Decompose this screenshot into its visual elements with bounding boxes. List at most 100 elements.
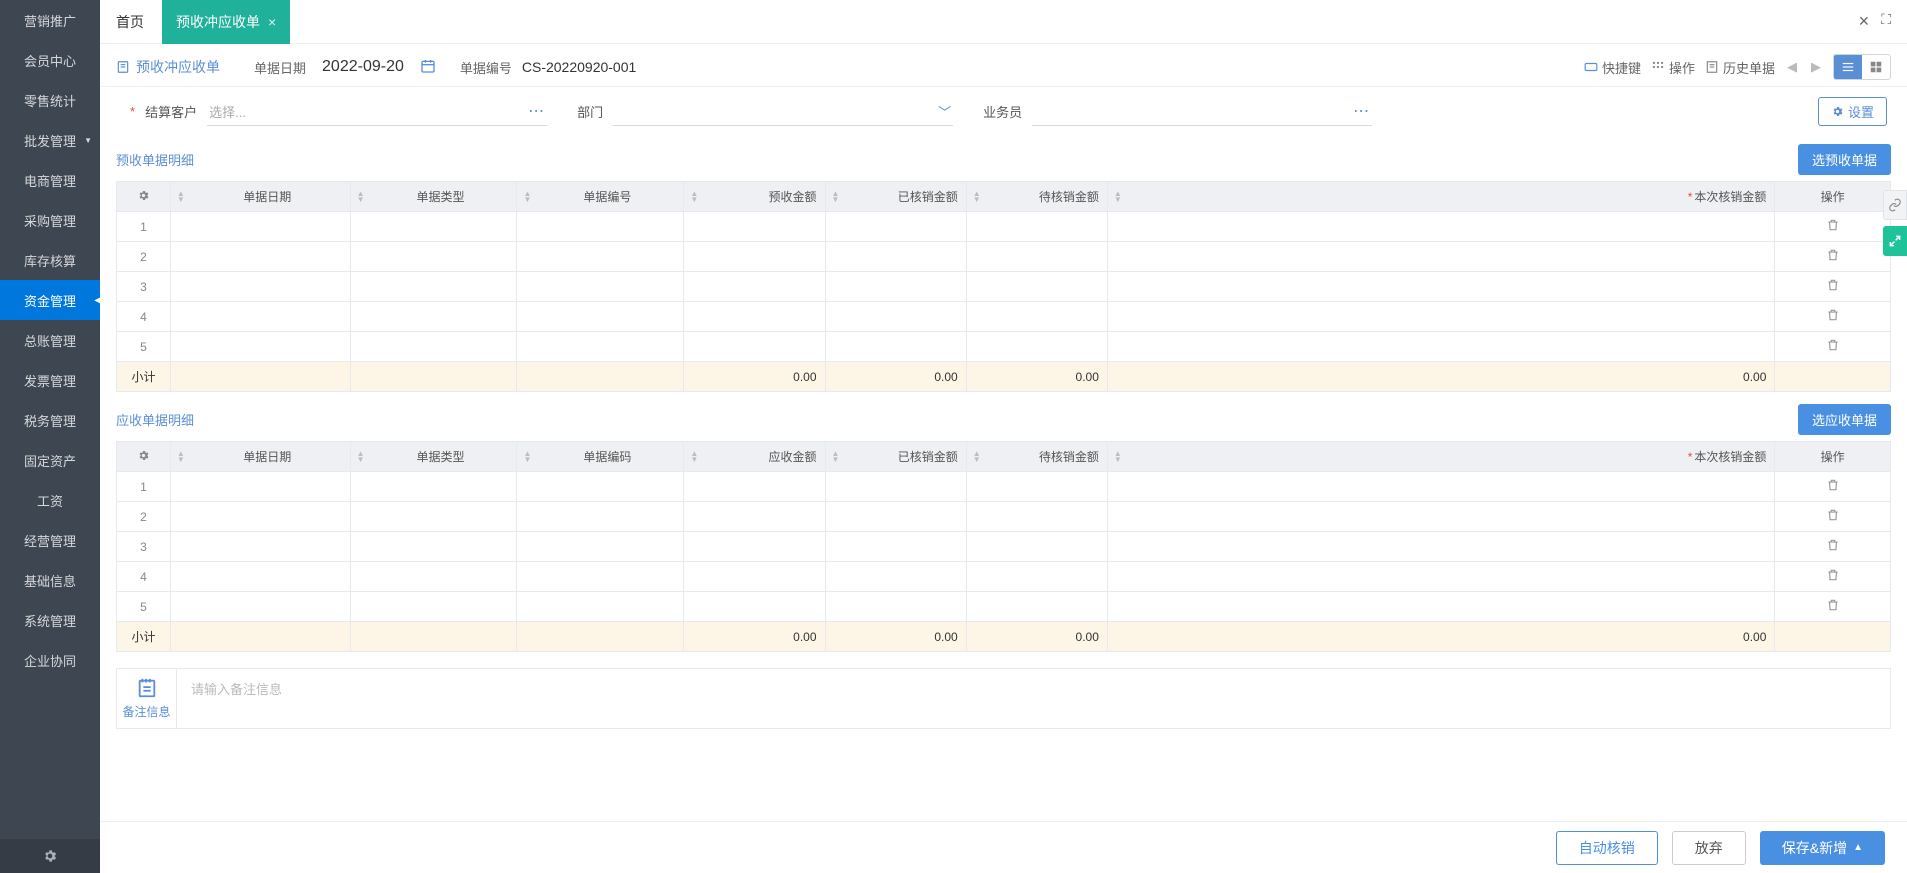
sidebar-item-invoice[interactable]: 发票管理 [0, 360, 100, 400]
sidebar-item-business[interactable]: 经营管理 [0, 520, 100, 560]
next-doc-icon[interactable]: ▶ [1809, 59, 1823, 75]
sidebar-item-retail-stats[interactable]: 零售统计 [0, 80, 100, 120]
table-row[interactable]: 1 [117, 212, 1891, 242]
auto-writeoff-button[interactable]: 自动核销 [1556, 831, 1658, 865]
col-prepay-amt[interactable]: ▲▼预收金额 [684, 182, 825, 212]
delete-icon[interactable] [1826, 338, 1840, 352]
table-row[interactable]: 3 [117, 272, 1891, 302]
sidebar-item-collab[interactable]: 企业协同 [0, 640, 100, 680]
col-date[interactable]: ▲▼单据日期 [170, 182, 350, 212]
col-written-amt[interactable]: ▲▼已核销金额 [825, 182, 966, 212]
col-this-amt[interactable]: ▲▼*本次核销金额 [1107, 442, 1774, 472]
col-no[interactable]: ▲▼单据编码 [517, 442, 684, 472]
subtotal-label: 小计 [117, 362, 171, 392]
customer-more-icon[interactable]: ⋯ [528, 101, 545, 121]
chevron-down-icon[interactable]: ﹀ [938, 102, 951, 121]
col-type[interactable]: ▲▼单据类型 [350, 182, 517, 212]
col-date[interactable]: ▲▼单据日期 [170, 442, 350, 472]
view-list-button[interactable] [1834, 55, 1862, 79]
dept-select[interactable]: ﹀ [613, 98, 953, 126]
history-button[interactable]: 历史单据 [1705, 58, 1775, 77]
table-row[interactable]: 2 [117, 502, 1891, 532]
sidebar-item-fixed-assets[interactable]: 固定资产 [0, 440, 100, 480]
fullscreen-icon[interactable]: ⛶ [1881, 11, 1891, 32]
col-pending-amt[interactable]: ▲▼待核销金额 [966, 182, 1107, 212]
sidebar-item-system[interactable]: 系统管理 [0, 600, 100, 640]
sort-icon: ▲▼ [357, 191, 365, 203]
subtotal-row: 小计 0.00 0.00 0.00 0.00 [117, 362, 1891, 392]
sort-icon: ▲▼ [690, 191, 698, 203]
history-label: 历史单据 [1723, 58, 1775, 77]
table-row[interactable]: 2 [117, 242, 1891, 272]
col-gear[interactable] [117, 182, 171, 212]
sidebar-item-ecommerce[interactable]: 电商管理 [0, 160, 100, 200]
discard-button[interactable]: 放弃 [1672, 831, 1746, 865]
shortcut-button[interactable]: 快捷键 [1584, 58, 1641, 77]
remarks-label: 备注信息 [122, 703, 170, 720]
sidebar-settings[interactable] [0, 839, 100, 873]
delete-icon[interactable] [1826, 278, 1840, 292]
delete-icon[interactable] [1826, 508, 1840, 522]
expand-button[interactable] [1883, 226, 1907, 256]
col-written-amt[interactable]: ▲▼已核销金额 [825, 442, 966, 472]
delete-icon[interactable] [1826, 478, 1840, 492]
sum-amt1: 0.00 [684, 622, 825, 652]
sidebar-item-marketing[interactable]: 营销推广 [0, 0, 100, 40]
ops-button[interactable]: 操作 [1651, 58, 1695, 77]
sidebar-label: 库存核算 [24, 251, 76, 270]
remarks-tab[interactable]: 备注信息 [117, 669, 177, 728]
tab-close-icon[interactable]: × [268, 14, 276, 30]
col-gear[interactable] [117, 442, 171, 472]
tab-home[interactable]: 首页 [116, 12, 144, 32]
customer-placeholder: 选择... [209, 102, 246, 121]
sidebar-item-basic[interactable]: 基础信息 [0, 560, 100, 600]
salesman-more-icon[interactable]: ⋯ [1353, 101, 1370, 121]
table-row[interactable]: 5 [117, 592, 1891, 622]
salesman-label: 业务员 [983, 102, 1022, 121]
table-row[interactable]: 1 [117, 472, 1891, 502]
delete-icon[interactable] [1826, 308, 1840, 322]
delete-icon[interactable] [1826, 218, 1840, 232]
col-pending-amt[interactable]: ▲▼待核销金额 [966, 442, 1107, 472]
table-row[interactable]: 3 [117, 532, 1891, 562]
select-receivable-button[interactable]: 选应收单据 [1798, 404, 1891, 435]
table-row[interactable]: 5 [117, 332, 1891, 362]
customer-select[interactable]: 选择... ⋯ [207, 97, 547, 126]
doc-icon [116, 60, 130, 74]
select-prepay-button[interactable]: 选预收单据 [1798, 144, 1891, 175]
delete-icon[interactable] [1826, 248, 1840, 262]
table-row[interactable]: 4 [117, 562, 1891, 592]
sidebar-label: 会员中心 [24, 51, 76, 70]
tab-active[interactable]: 预收冲应收单 × [162, 0, 290, 44]
sidebar-label: 系统管理 [24, 611, 76, 630]
sidebar-item-finance[interactable]: 资金管理 [0, 280, 100, 320]
calendar-icon[interactable] [420, 58, 436, 77]
remarks-input[interactable] [177, 669, 1890, 728]
delete-icon[interactable] [1826, 568, 1840, 582]
sidebar-item-purchase[interactable]: 采购管理 [0, 200, 100, 240]
date-value[interactable]: 2022-09-20 [316, 58, 410, 76]
prev-doc-icon[interactable]: ◀ [1785, 59, 1799, 75]
table-row[interactable]: 4 [117, 302, 1891, 332]
delete-icon[interactable] [1826, 598, 1840, 612]
sidebar-item-wholesale[interactable]: 批发管理 [0, 120, 100, 160]
settings-button[interactable]: 设置 [1818, 97, 1887, 126]
sidebar-item-inventory[interactable]: 库存核算 [0, 240, 100, 280]
col-no[interactable]: ▲▼单据编号 [517, 182, 684, 212]
save-new-button[interactable]: 保存&新增▲ [1760, 831, 1885, 865]
col-this-amt[interactable]: ▲▼*本次核销金额 [1107, 182, 1774, 212]
sidebar-item-salary[interactable]: 工资 [0, 480, 100, 520]
sidebar-item-tax[interactable]: 税务管理 [0, 400, 100, 440]
view-card-button[interactable] [1862, 55, 1890, 79]
expand-icon [1888, 234, 1902, 248]
close-all-icon[interactable]: × [1859, 11, 1870, 32]
salesman-select[interactable]: ⋯ [1032, 97, 1372, 126]
delete-icon[interactable] [1826, 538, 1840, 552]
header-form: 预收冲应收单 单据日期 2022-09-20 单据编号 CS-20220920-… [100, 44, 1907, 87]
col-receivable-amt[interactable]: ▲▼应收金额 [684, 442, 825, 472]
sidebar-item-ledger[interactable]: 总账管理 [0, 320, 100, 360]
attachment-button[interactable] [1883, 190, 1907, 220]
col-type[interactable]: ▲▼单据类型 [350, 442, 517, 472]
dept-label: 部门 [577, 102, 603, 121]
sidebar-item-member[interactable]: 会员中心 [0, 40, 100, 80]
